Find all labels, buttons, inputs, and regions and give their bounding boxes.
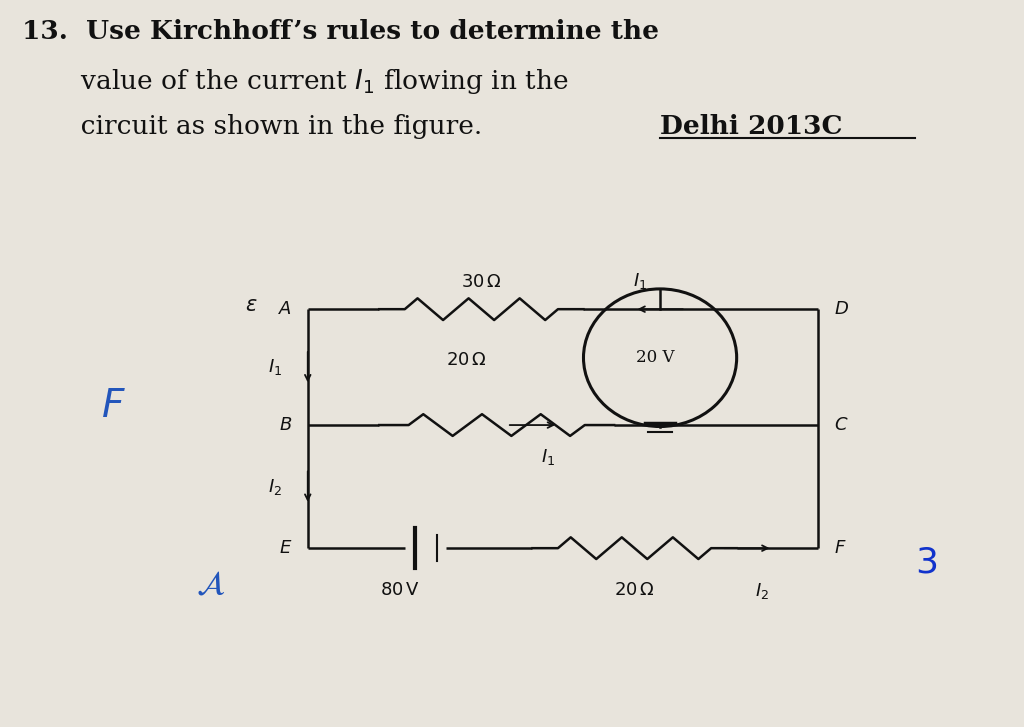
Text: $20\,\Omega$: $20\,\Omega$ xyxy=(614,581,655,599)
Text: value of the current $I_1$ flowing in the: value of the current $I_1$ flowing in th… xyxy=(22,67,568,95)
Text: $80\,\mathrm{V}$: $80\,\mathrm{V}$ xyxy=(380,581,420,599)
Text: $C$: $C$ xyxy=(834,416,848,434)
Text: circuit as shown in the figure.: circuit as shown in the figure. xyxy=(22,113,482,139)
Text: $I_1$: $I_1$ xyxy=(633,271,647,291)
Text: $I_1$: $I_1$ xyxy=(268,357,283,377)
Text: $20\,\Omega$: $20\,\Omega$ xyxy=(445,351,486,369)
Text: $E$: $E$ xyxy=(280,539,293,557)
Text: 20 V: 20 V xyxy=(636,349,674,366)
Text: $\it{F}$: $\it{F}$ xyxy=(101,388,126,425)
Text: $30\,\Omega$: $30\,\Omega$ xyxy=(461,273,502,291)
Text: $\mathcal{A}$: $\mathcal{A}$ xyxy=(197,569,225,601)
Text: $I_2$: $I_2$ xyxy=(268,477,283,497)
Text: $\varepsilon$: $\varepsilon$ xyxy=(246,296,258,315)
Text: $I_1$: $I_1$ xyxy=(541,447,555,467)
Text: $F$: $F$ xyxy=(834,539,846,557)
Text: Delhi 2013C: Delhi 2013C xyxy=(660,113,843,139)
Text: $D$: $D$ xyxy=(834,300,849,318)
Text: $B$: $B$ xyxy=(280,416,293,434)
Text: 13.  Use Kirchhoff’s rules to determine the: 13. Use Kirchhoff’s rules to determine t… xyxy=(22,20,658,44)
Text: $3$: $3$ xyxy=(914,546,937,579)
Text: $A$: $A$ xyxy=(279,300,293,318)
Text: $I_2$: $I_2$ xyxy=(755,581,769,601)
